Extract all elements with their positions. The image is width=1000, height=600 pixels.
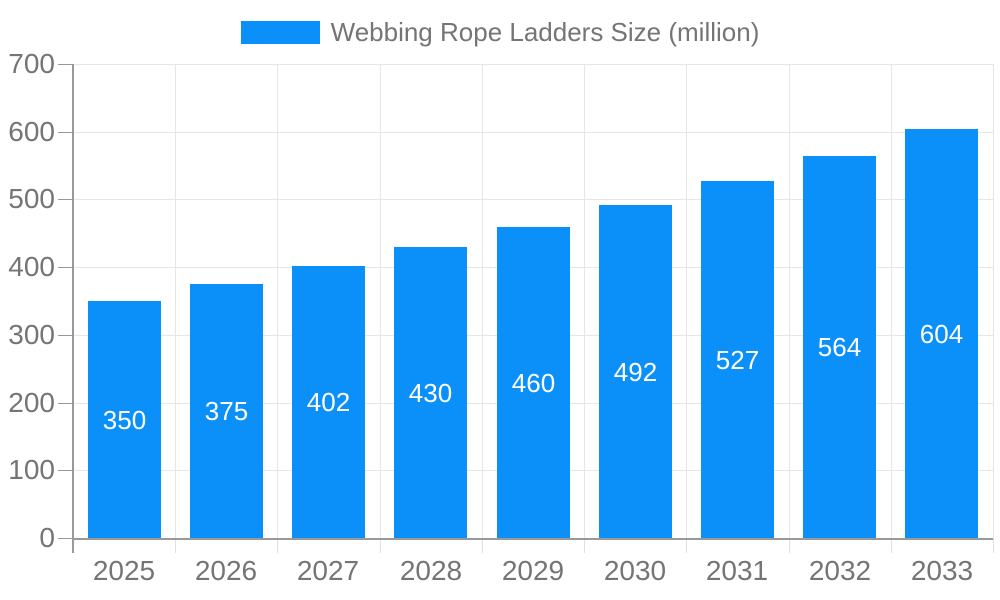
gridline-vertical: [789, 64, 790, 538]
y-axis-tick: [58, 64, 73, 65]
bar-value-label: 375: [204, 396, 249, 426]
y-axis-label: 400: [8, 251, 55, 282]
bar-value-label: 492: [613, 356, 658, 387]
x-axis-tick: [789, 538, 790, 553]
x-axis-tick: [380, 538, 381, 553]
gridline-vertical: [891, 64, 892, 538]
gridline-vertical: [380, 64, 381, 538]
bar-value-label: 527: [715, 344, 760, 375]
y-axis-label: 0: [39, 522, 55, 553]
bar-2029[interactable]: 460: [497, 227, 570, 538]
y-axis-label: 600: [8, 116, 55, 147]
x-axis-tick: [993, 538, 994, 553]
y-axis-tick: [58, 470, 73, 471]
bar-2032[interactable]: 564: [803, 156, 876, 538]
x-axis-label: 2030: [603, 555, 667, 586]
y-axis-line: [72, 64, 74, 553]
x-axis-label: 2029: [501, 555, 565, 586]
gridline-vertical: [686, 64, 687, 538]
x-axis-label: 2031: [705, 555, 769, 586]
bar-2025[interactable]: 350: [88, 301, 161, 538]
bar-value-label: 430: [408, 377, 453, 408]
bar-value-label: 402: [306, 387, 351, 417]
x-axis-label: 2033: [910, 555, 974, 586]
y-axis-label: 500: [8, 183, 55, 214]
x-axis-label: 2032: [808, 555, 872, 586]
chart-legend[interactable]: Webbing Rope Ladders Size (million): [0, 17, 1000, 47]
gridline-vertical: [175, 64, 176, 538]
gridline-horizontal: [73, 199, 993, 200]
gridline-vertical: [584, 64, 585, 538]
y-axis-tick: [58, 403, 73, 404]
gridline-horizontal: [73, 132, 993, 133]
gridline-horizontal: [73, 64, 993, 65]
bar-value-label: 604: [919, 318, 964, 349]
bar-2028[interactable]: 430: [394, 247, 467, 538]
x-axis-tick: [891, 538, 892, 553]
bar-value-label: 460: [511, 367, 556, 398]
x-axis-tick: [686, 538, 687, 553]
bar-value-label: 564: [817, 332, 862, 362]
x-axis-line: [72, 538, 993, 540]
y-axis-tick: [58, 335, 73, 336]
x-axis-label: 2027: [296, 555, 360, 586]
bar-2026[interactable]: 375: [190, 284, 263, 538]
y-axis-label: 300: [8, 319, 55, 350]
x-axis-tick: [482, 538, 483, 553]
x-axis-tick: [277, 538, 278, 553]
x-axis-tick: [175, 538, 176, 553]
legend-swatch-icon: [240, 20, 320, 44]
gridline-vertical: [277, 64, 278, 538]
bar-value-label: 350: [102, 404, 147, 435]
x-axis-label: 2026: [194, 555, 258, 586]
bar-2030[interactable]: 492: [599, 205, 672, 538]
y-axis-tick: [58, 538, 73, 539]
bar-2031[interactable]: 527: [701, 181, 774, 538]
bar-2027[interactable]: 402: [292, 266, 365, 538]
y-axis-label: 200: [8, 387, 55, 418]
gridline-vertical: [993, 64, 994, 538]
y-axis-tick: [58, 199, 73, 200]
legend-label: Webbing Rope Ladders Size (million): [330, 17, 760, 47]
bar-2033[interactable]: 604: [905, 129, 978, 538]
x-axis-label: 2025: [92, 555, 156, 586]
x-axis-tick: [584, 538, 585, 553]
y-axis-label: 700: [8, 48, 55, 79]
gridline-vertical: [482, 64, 483, 538]
y-axis-label: 100: [8, 454, 55, 485]
x-axis-label: 2028: [399, 555, 463, 586]
y-axis-tick: [58, 132, 73, 133]
y-axis-tick: [58, 267, 73, 268]
